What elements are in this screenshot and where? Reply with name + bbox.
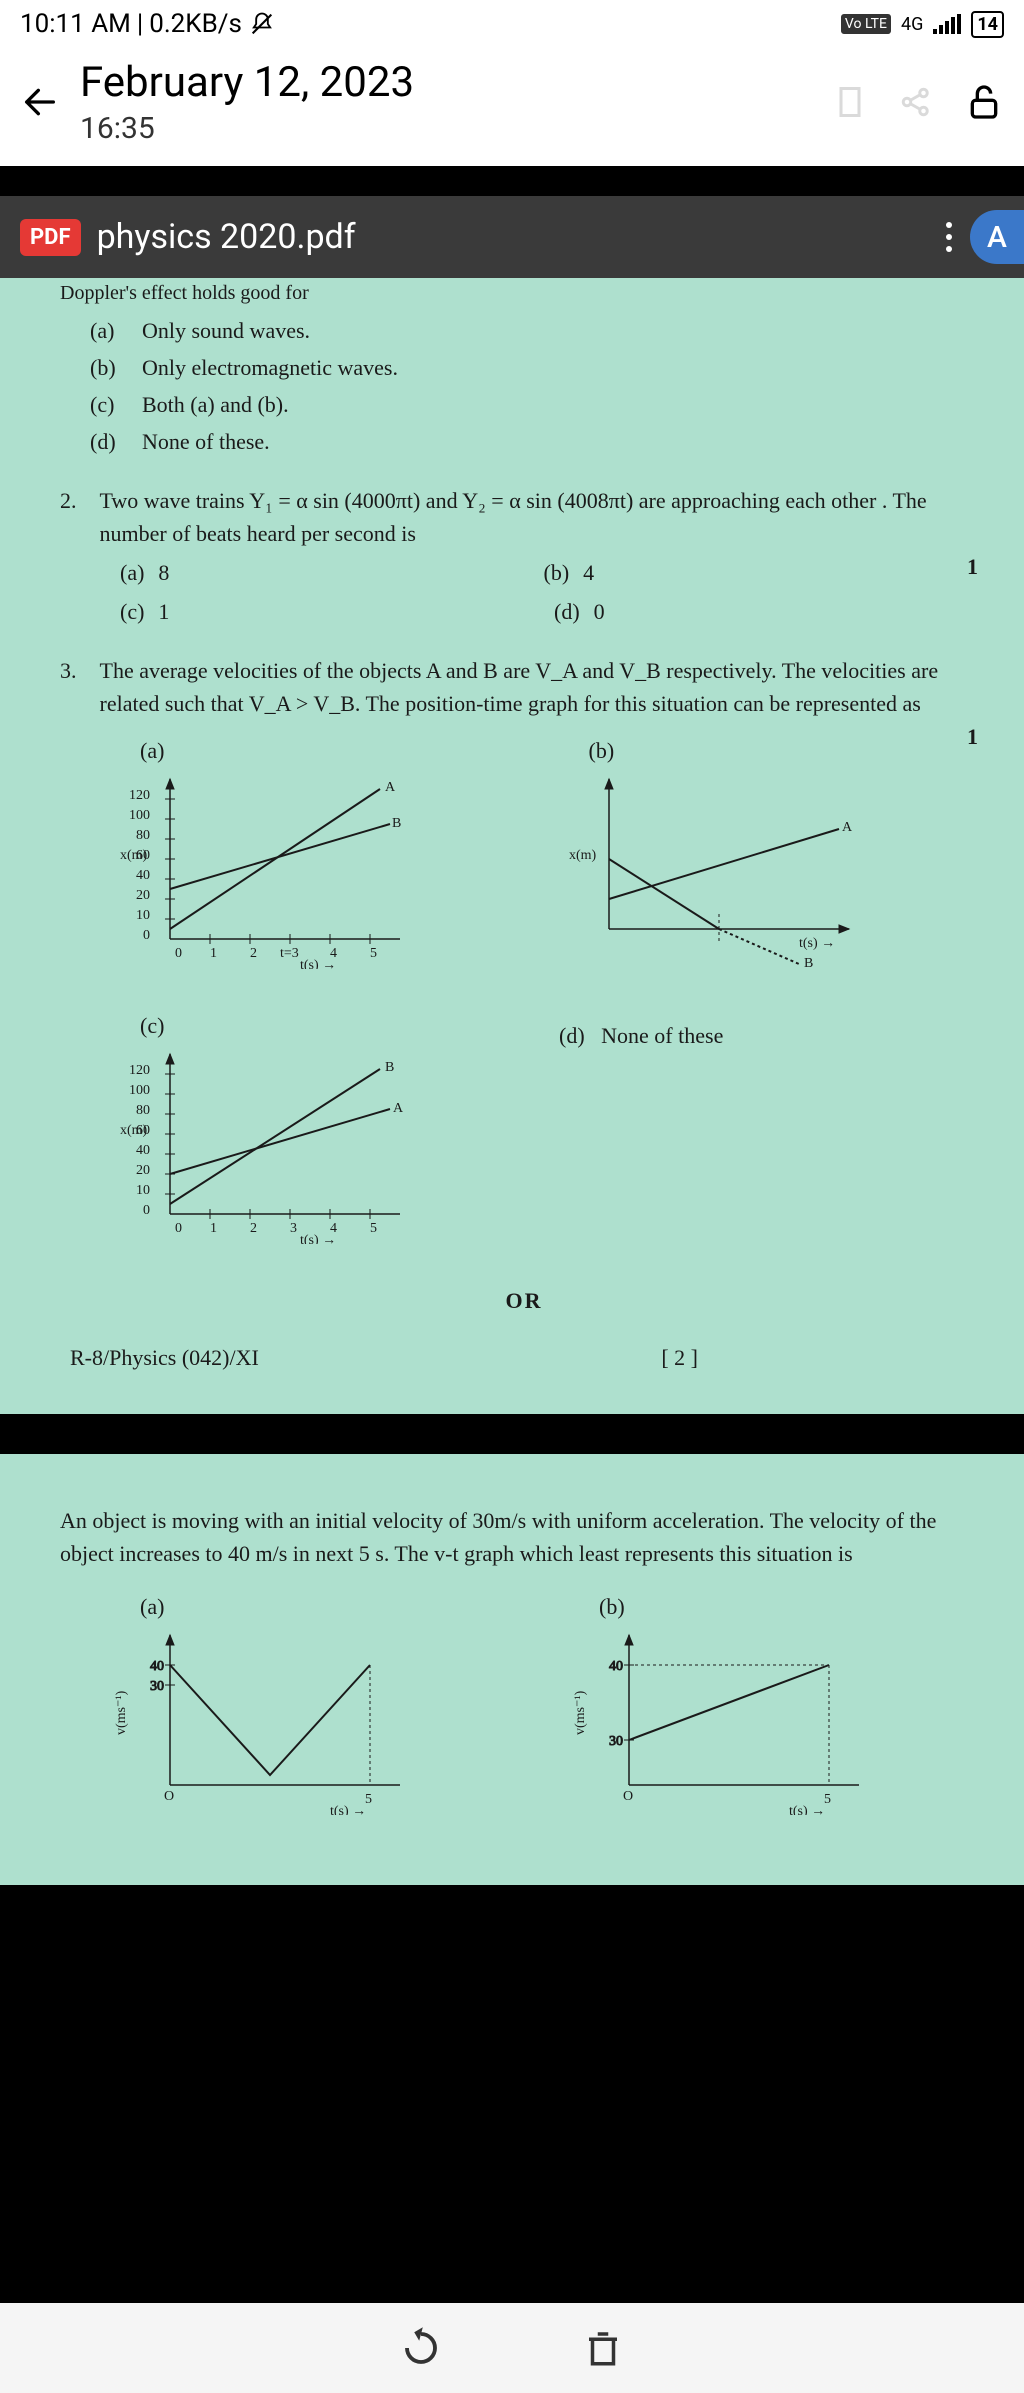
svg-text:3: 3 (290, 1221, 297, 1236)
or-separator: OR (60, 1284, 988, 1317)
svg-text:2: 2 (250, 946, 257, 961)
graph-vt-b: v(ms⁻¹) 40 30 O 5 t(s) → (559, 1625, 879, 1815)
q1-opt-a: Only sound waves. (142, 314, 310, 347)
q3-mark: 1 (967, 720, 978, 753)
status-bar: 10:11 AM | 0.2KB/s Vo LTE 4G 14 (0, 0, 1024, 48)
svg-text:0: 0 (143, 928, 150, 943)
q2-opt-c: 1 (158, 595, 169, 628)
refresh-icon[interactable] (400, 2327, 442, 2369)
nav-bar (0, 2303, 1024, 2393)
svg-text:t(s) →: t(s) → (300, 958, 336, 969)
footer-left: R-8/Physics (042)/XI (70, 1341, 259, 1374)
app-header: February 12, 2023 16:35 (0, 48, 1024, 166)
p2-text: An object is moving with an initial velo… (60, 1504, 988, 1570)
svg-text:10: 10 (136, 1183, 150, 1198)
q2-num: 2. (60, 484, 94, 517)
svg-text:40: 40 (136, 868, 150, 883)
battery-icon: 14 (971, 11, 1004, 38)
svg-text:60: 60 (136, 1123, 150, 1138)
svg-text:30: 30 (150, 1679, 164, 1694)
graph-q3-c: x(m) 120100 8060 4020 100 012 345 (100, 1044, 420, 1244)
back-icon[interactable] (20, 82, 60, 122)
tab-title[interactable]: physics 2020.pdf (97, 217, 928, 257)
more-icon[interactable] (944, 219, 954, 255)
q2-opt-d: 0 (594, 595, 605, 628)
document-page-1: Doppler's effect holds good for (a)Only … (0, 278, 1024, 1414)
svg-text:20: 20 (136, 1163, 150, 1178)
svg-text:2: 2 (250, 1221, 257, 1236)
svg-text:120: 120 (129, 1063, 150, 1078)
q3-opt-d: None of these (601, 1023, 723, 1048)
signal-icon (933, 14, 961, 34)
svg-text:80: 80 (136, 1103, 150, 1118)
net-type: 4G (901, 14, 923, 35)
svg-text:30: 30 (609, 1734, 623, 1749)
q2-opt-b: 4 (583, 556, 594, 589)
mute-icon (248, 10, 276, 38)
clock: 10:11 AM (20, 9, 131, 39)
svg-text:t(s) →: t(s) → (799, 936, 835, 951)
svg-text:5: 5 (370, 1221, 377, 1236)
svg-text:B: B (804, 956, 813, 969)
avatar[interactable]: A (970, 210, 1024, 264)
delete-icon[interactable] (582, 2327, 624, 2369)
svg-text:t(s) →: t(s) → (789, 1804, 825, 1815)
pdf-badge-icon: PDF (20, 219, 81, 256)
graph-q3-b: x(m) A B t(s) → (549, 769, 869, 969)
svg-text:A: A (385, 780, 396, 795)
q1-opt-b: Only electromagnetic waves. (142, 351, 398, 384)
graph-vt-a: v(ms⁻¹) 40 30 O 5 t(s) → (100, 1625, 420, 1815)
svg-text:A: A (393, 1101, 404, 1116)
svg-text:40: 40 (609, 1659, 623, 1674)
page-title: February 12, 2023 (80, 58, 812, 107)
svg-text:B: B (392, 816, 401, 831)
svg-text:10: 10 (136, 908, 150, 923)
svg-text:0: 0 (143, 1203, 150, 1218)
graph-q3-a: x(m) 120 100 80 60 40 20 10 0 (100, 769, 420, 969)
q2-opt-a: 8 (158, 556, 169, 589)
svg-text:O: O (623, 1789, 633, 1804)
svg-text:t(s) →: t(s) → (330, 1804, 366, 1815)
svg-text:t=3: t=3 (280, 946, 299, 961)
svg-text:60: 60 (136, 848, 150, 863)
svg-text:0: 0 (175, 946, 182, 961)
svg-text:B: B (385, 1060, 394, 1075)
svg-text:20: 20 (136, 888, 150, 903)
svg-text:0: 0 (175, 1221, 182, 1236)
svg-text:A: A (842, 820, 853, 835)
q3-num: 3. (60, 654, 94, 687)
page-subtitle: 16:35 (80, 111, 812, 146)
svg-text:120: 120 (129, 788, 150, 803)
tab-bar: PDF physics 2020.pdf A (0, 196, 1024, 278)
net-speed: 0.2KB/s (149, 9, 242, 39)
svg-text:40: 40 (136, 1143, 150, 1158)
svg-text:40: 40 (150, 1659, 164, 1674)
footer-center: [ 2 ] (661, 1341, 698, 1374)
q2-mark: 1 (967, 550, 978, 583)
q1-opt-c: Both (a) and (b). (142, 388, 289, 421)
svg-text:t(s) →: t(s) → (300, 1233, 336, 1244)
svg-text:100: 100 (129, 1083, 150, 1098)
svg-text:80: 80 (136, 828, 150, 843)
svg-text:O: O (164, 1789, 174, 1804)
svg-text:1: 1 (210, 1221, 217, 1236)
volte-icon: Vo LTE (841, 14, 891, 34)
lock-icon[interactable] (964, 82, 1004, 122)
svg-text:v(ms⁻¹): v(ms⁻¹) (114, 1690, 129, 1735)
document-page-2: An object is moving with an initial velo… (0, 1454, 1024, 1885)
svg-text:v(ms⁻¹): v(ms⁻¹) (573, 1690, 588, 1735)
svg-text:1: 1 (210, 946, 217, 961)
svg-text:5: 5 (370, 946, 377, 961)
svg-text:100: 100 (129, 808, 150, 823)
q2-text: Two wave trains Y₁ = α sin (4000πt) and … (100, 484, 968, 550)
q1-stem: Doppler's effect holds good for (60, 278, 988, 308)
share-icon[interactable] (898, 84, 934, 120)
bookmark-icon[interactable] (832, 84, 868, 120)
svg-text:x(m): x(m) (569, 848, 597, 863)
q3-text: The average velocities of the objects A … (100, 654, 968, 720)
q1-opt-d: None of these. (142, 425, 270, 458)
